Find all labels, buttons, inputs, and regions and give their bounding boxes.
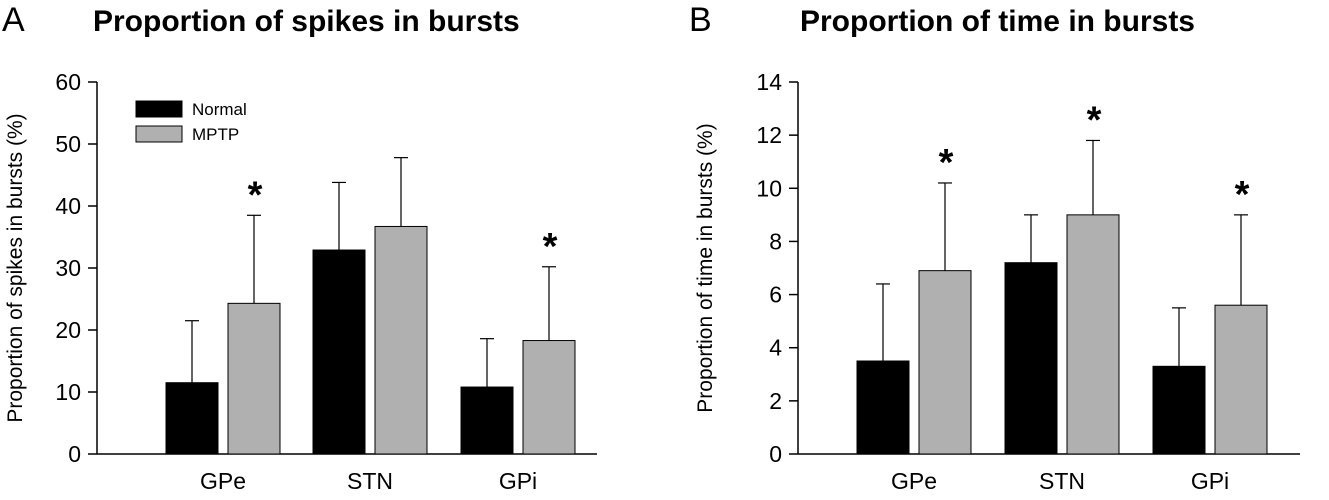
y-tick-label-b: 4 — [769, 335, 782, 361]
bar-normal-gpi — [1152, 365, 1206, 455]
category-label-gpe: GPe — [200, 468, 246, 494]
bar-mptp-stn — [1066, 214, 1120, 455]
bar-normal-gpi — [460, 386, 514, 455]
panel-b: 0 2 4 6 8 10 12 14 Proportion of time in bursts … — [694, 69, 1300, 494]
bar-mptp-gpi — [1214, 304, 1268, 455]
category-label-gpi: GPi — [499, 468, 537, 494]
category-label-gpe: GPe — [891, 468, 937, 494]
legend-swatch-mptp — [135, 125, 183, 143]
bar-mptp-gpe — [227, 302, 281, 455]
bar-normal-gpe — [856, 360, 910, 455]
y-tick-label-b: 10 — [756, 175, 782, 201]
category-label-gpi: GPi — [1191, 468, 1229, 494]
panel-a: 0 10 20 30 40 50 60 Proportion of spikes in bur… — [4, 69, 597, 494]
y-tick-label-a: 10 — [55, 379, 81, 405]
bar-normal-stn — [312, 249, 366, 455]
legend: Normal MPTP — [135, 100, 247, 144]
y-axis-label-a: Proportion of spikes in bursts (%) — [4, 113, 27, 422]
significance-marker: * — [1087, 99, 1102, 141]
y-tick-label-a: 60 — [55, 69, 81, 95]
panel-label-b: B — [689, 1, 712, 39]
y-axis-label-b: Proportion of time in bursts (%) — [694, 123, 717, 412]
significance-marker: * — [1235, 174, 1250, 216]
legend-label-normal: Normal — [192, 100, 247, 119]
bar-mptp-gpe — [918, 270, 972, 455]
significance-marker: * — [248, 174, 263, 216]
category-label-stn: STN — [1039, 468, 1085, 494]
legend-label-mptp: MPTP — [192, 125, 239, 144]
bar-mptp-gpi — [522, 340, 576, 455]
panel-label-a: A — [2, 1, 25, 39]
significance-marker: * — [939, 142, 954, 184]
y-tick-label-b: 0 — [769, 441, 782, 467]
bar-normal-gpe — [165, 382, 219, 455]
y-tick-label-b: 6 — [769, 282, 782, 308]
y-tick-label-b: 14 — [756, 69, 782, 95]
y-tick-label-a: 30 — [55, 255, 81, 281]
y-tick-label-a: 0 — [68, 441, 81, 467]
significance-marker: * — [543, 226, 558, 268]
bar-mptp-stn — [374, 225, 428, 455]
y-tick-label-b: 2 — [769, 388, 782, 414]
y-tick-label-b: 12 — [756, 122, 782, 148]
y-tick-label-a: 50 — [55, 131, 81, 157]
legend-swatch-normal — [135, 100, 183, 118]
y-tick-label-a: 20 — [55, 317, 81, 343]
chart-title-a: Proportion of spikes in bursts — [93, 5, 520, 38]
category-label-stn: STN — [347, 468, 393, 494]
chart-title-b: Proportion of time in bursts — [800, 5, 1195, 38]
bar-normal-stn — [1004, 262, 1058, 455]
y-tick-label-b: 8 — [769, 228, 782, 254]
y-tick-label-a: 40 — [55, 193, 81, 219]
